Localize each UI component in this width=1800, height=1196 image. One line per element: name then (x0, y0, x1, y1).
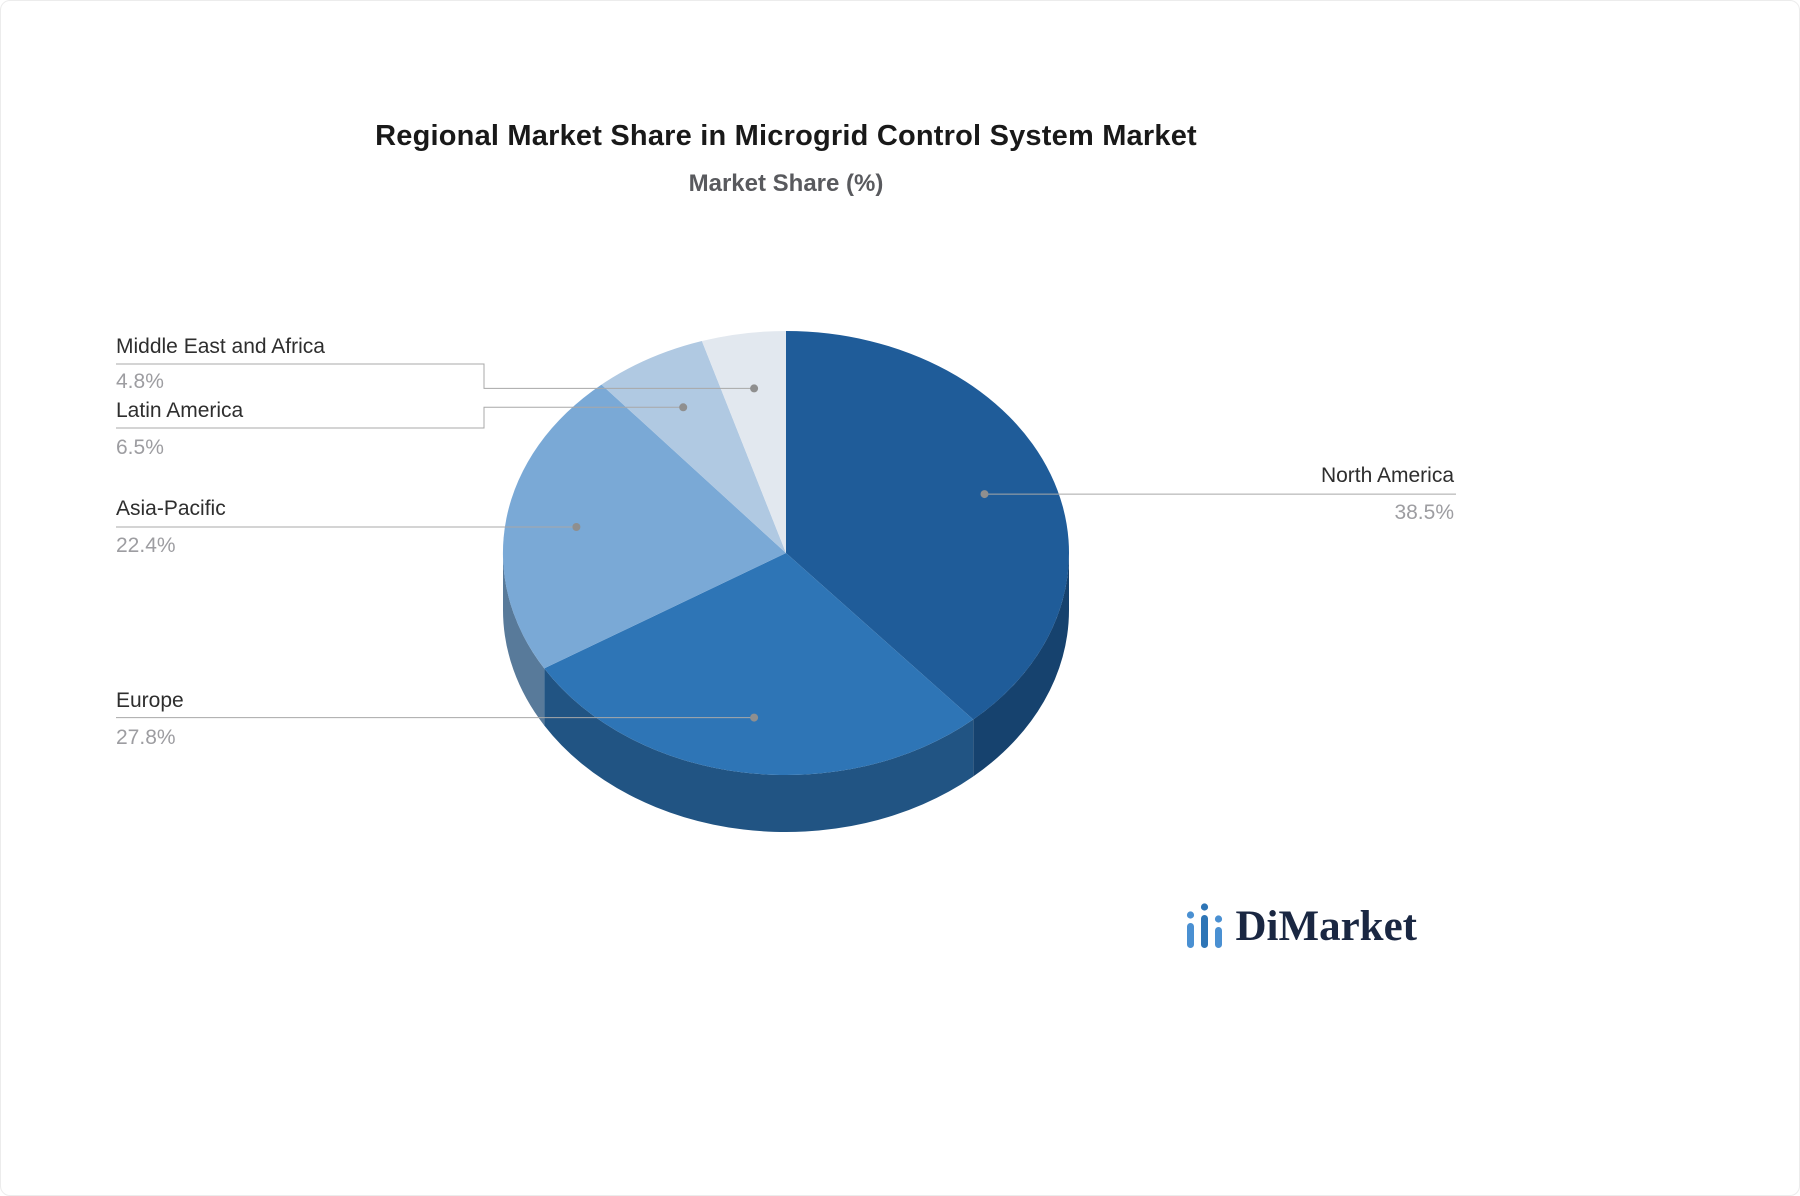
label-north-america: North America (1320, 464, 1454, 487)
dimarket-logo: DiMarket (1184, 902, 1418, 950)
pie-slice-2[interactable] (502, 384, 786, 669)
label-latin-america: Latin America (116, 399, 244, 422)
label-connector-4 (116, 363, 755, 389)
pie-slice-3[interactable] (601, 341, 787, 553)
label-connector-3 (116, 406, 684, 429)
label-connector-dot-1 (750, 713, 759, 722)
pie-slice-4[interactable] (701, 331, 786, 553)
label-connector-dot-0 (980, 490, 989, 499)
label-middle-east-and-africa: Middle East and Africa (116, 335, 325, 358)
label-asia-pacific: Asia-Pacific (116, 497, 226, 520)
chart-subtitle: Market Share (%) (688, 170, 884, 197)
pie-slice-0[interactable] (786, 331, 1070, 720)
dimarket-logo-icon (1186, 903, 1222, 948)
value-middle-east-and-africa: 4.8% (116, 370, 164, 393)
label-connector-dot-3 (679, 403, 688, 412)
label-connector-dot-2 (572, 523, 581, 531)
pie-slice-side-2 (503, 553, 545, 726)
dimarket-logo-text: DiMarket (1235, 902, 1418, 950)
label-connector-dot-4 (750, 384, 759, 393)
pie-slice-side-1 (544, 668, 974, 833)
value-latin-america: 6.5% (116, 436, 164, 459)
chart-title: Regional Market Share in Microgrid Contr… (375, 120, 1197, 152)
pie-slice-1[interactable] (544, 553, 974, 776)
value-north-america: 38.5% (1394, 501, 1454, 524)
label-europe: Europe (116, 689, 184, 712)
pie-slice-side-0 (973, 553, 1069, 777)
value-europe: 27.8% (116, 726, 176, 749)
value-asia-pacific: 22.4% (116, 534, 176, 557)
